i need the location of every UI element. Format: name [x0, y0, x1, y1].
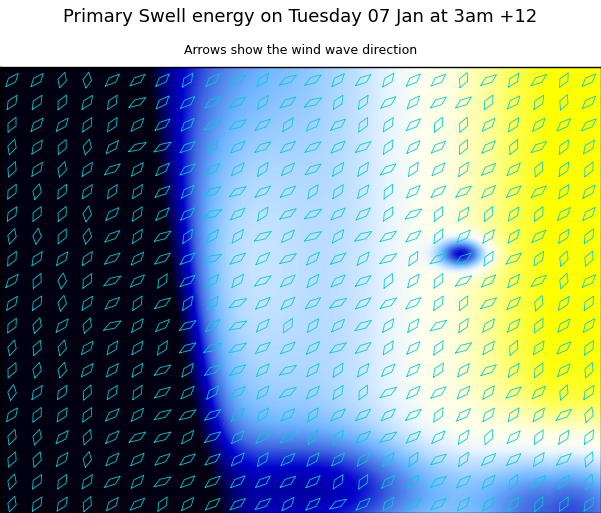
Text: Arrows show the wind wave direction: Arrows show the wind wave direction: [184, 44, 417, 56]
Text: Primary Swell energy on Tuesday 07 Jan at 3am +12: Primary Swell energy on Tuesday 07 Jan a…: [63, 8, 538, 26]
